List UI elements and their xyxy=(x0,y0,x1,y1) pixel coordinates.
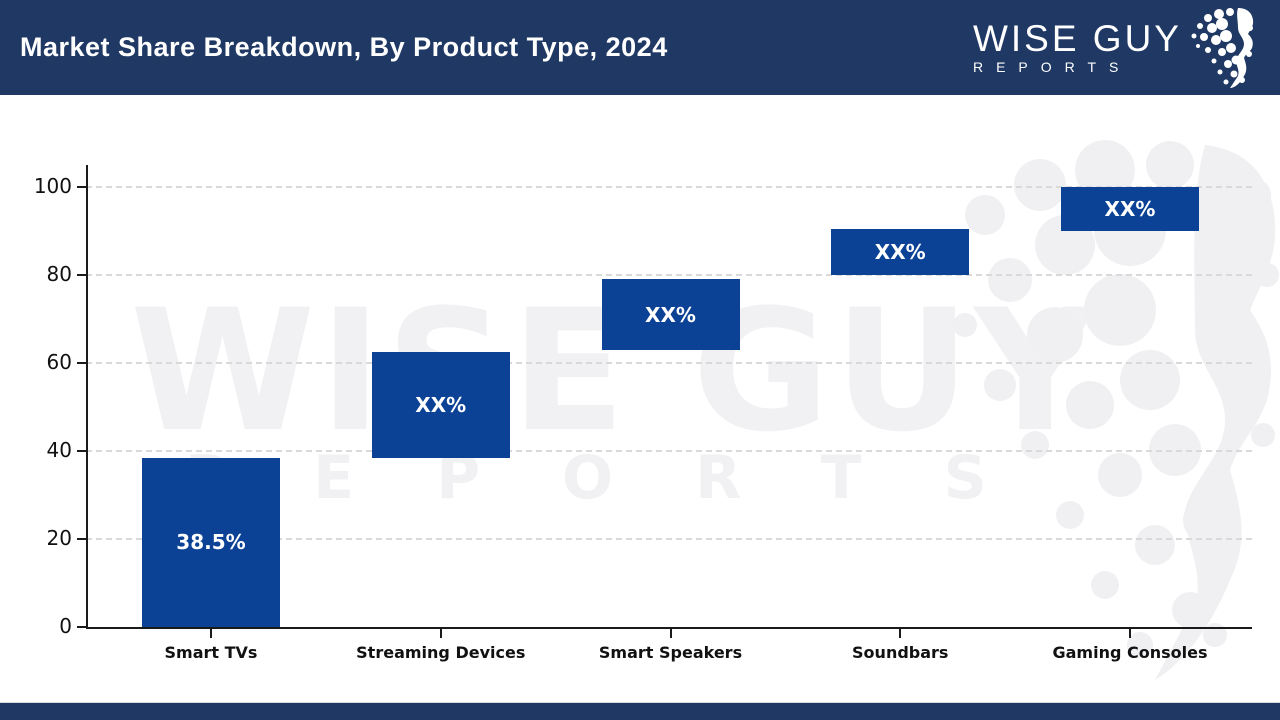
bar-value-label: 38.5% xyxy=(176,530,246,555)
y-tick-label: 40 xyxy=(46,438,72,462)
y-tick-label: 60 xyxy=(46,350,72,374)
y-axis-tick xyxy=(77,626,86,628)
y-axis-tick xyxy=(77,450,86,452)
y-axis-tick xyxy=(77,362,86,364)
plot-area: 0 20 40 60 80 100 38.5% Smart TVs XX% Streaming D… xyxy=(0,95,1280,702)
x-axis-line xyxy=(86,627,1252,629)
bar-value-label: XX% xyxy=(415,392,467,417)
y-gridline xyxy=(86,274,1252,276)
y-axis-tick xyxy=(77,538,86,540)
header-bar: Market Share Breakdown, By Product Type,… xyxy=(0,0,1280,95)
category-label: Smart Speakers xyxy=(598,643,743,662)
y-gridline xyxy=(86,450,1252,452)
page-title: Market Share Breakdown, By Product Type,… xyxy=(20,32,668,62)
y-gridline xyxy=(86,362,1252,364)
y-axis-tick xyxy=(77,274,86,276)
x-axis-tick xyxy=(899,629,902,638)
bar-soundbars: XX% xyxy=(831,228,970,275)
y-gridline xyxy=(86,538,1252,540)
footer-bar xyxy=(0,702,1280,720)
y-tick-label: 100 xyxy=(33,174,72,198)
y-tick-label: 0 xyxy=(59,614,72,638)
bar-smart-tvs: 38.5% xyxy=(142,457,280,627)
x-axis-tick xyxy=(439,629,442,638)
y-tick-label: 80 xyxy=(46,262,72,286)
chart-area: WISE GUY REPORTS 0 20 40 60 80 100 38.5% Smart … xyxy=(0,95,1280,702)
logo-wordmark: WISE GUY xyxy=(972,17,1182,59)
logo-face-icon xyxy=(1191,7,1254,88)
bar-value-label: XX% xyxy=(645,302,696,327)
category-label: Streaming Devices xyxy=(356,643,526,662)
watermark-subtitle: REPORTS xyxy=(185,443,1069,513)
logo-text: WISE GUY REPORTS xyxy=(972,17,1182,75)
bar-smart-speakers: XX% xyxy=(601,279,740,350)
bar-value-label: XX% xyxy=(1104,197,1156,221)
category-label: Gaming Consoles xyxy=(1052,643,1208,662)
y-axis-tick xyxy=(77,186,86,188)
category-label: Soundbars xyxy=(852,643,949,662)
x-axis-tick xyxy=(210,629,212,638)
bar-value-label: XX% xyxy=(874,239,926,264)
y-axis-line xyxy=(86,165,88,629)
x-axis-tick xyxy=(1129,629,1131,638)
category-label: Smart TVs xyxy=(164,643,258,662)
x-axis-tick xyxy=(669,629,672,638)
y-tick-label: 20 xyxy=(46,526,72,550)
wise-guy-logo: WISE GUY REPORTS xyxy=(973,6,1258,90)
y-gridline xyxy=(86,186,1252,188)
bar-streaming-devices: XX% xyxy=(371,352,510,458)
logo-subtitle: REPORTS xyxy=(972,58,1132,75)
bar-gaming-consoles: XX% xyxy=(1061,187,1199,231)
